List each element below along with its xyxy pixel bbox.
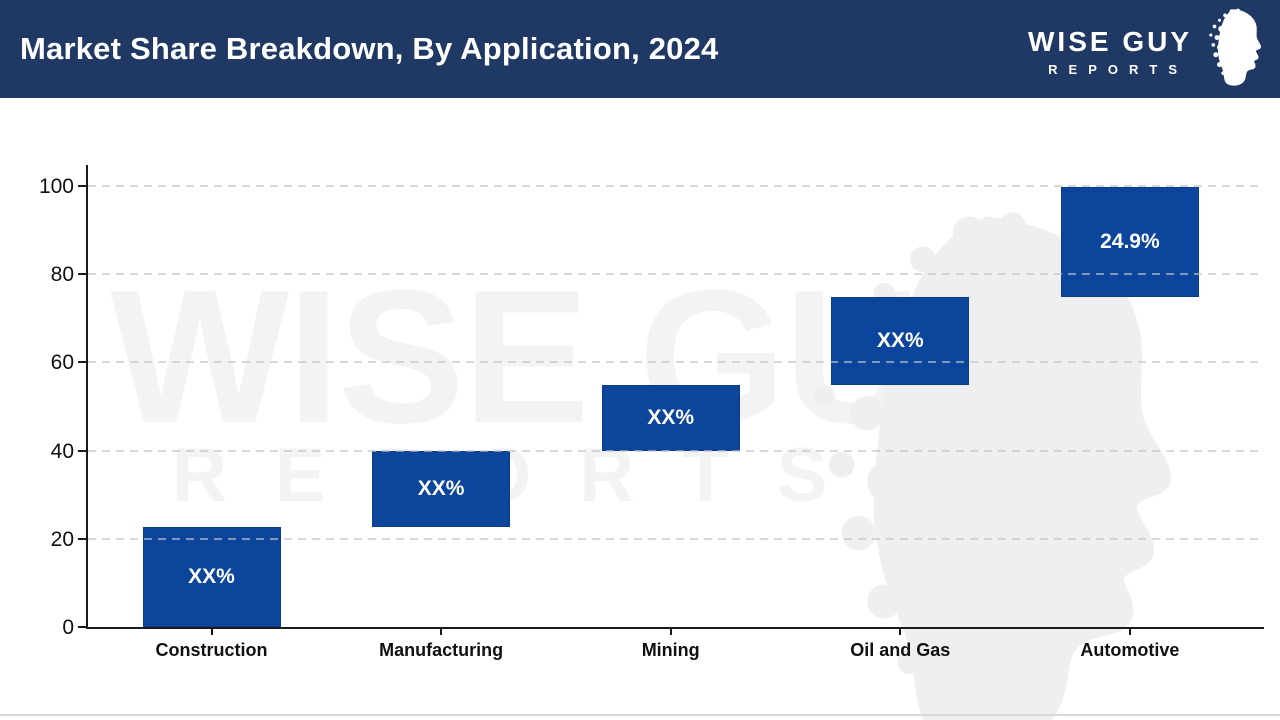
category-label-mining: Mining bbox=[641, 640, 700, 660]
category-label-manufacturing: Manufacturing bbox=[379, 640, 504, 660]
y-tick-label: 20 bbox=[50, 527, 74, 551]
gridline-y100 bbox=[88, 185, 1262, 187]
y-tick-label: 80 bbox=[50, 263, 74, 287]
logo-wiseguy-text: WISE GUY bbox=[1027, 26, 1192, 57]
bar-value-label: XX% bbox=[188, 564, 235, 588]
y-tick-label: 40 bbox=[50, 439, 74, 463]
gridline-y40 bbox=[88, 449, 1262, 452]
category-label-automotive: Automotive bbox=[1080, 640, 1180, 660]
wise-guy-logo: WISE GUY REPORTS bbox=[1020, 0, 1270, 98]
bar-value-label: XX% bbox=[417, 476, 465, 500]
y-tick-label: 100 bbox=[38, 175, 74, 198]
y-tick-label: 60 bbox=[50, 351, 74, 375]
x-tick-mark bbox=[669, 629, 672, 635]
bar-value-label: XX% bbox=[647, 405, 695, 429]
x-axis-line bbox=[86, 627, 1264, 629]
bar-mining: XX% bbox=[601, 384, 740, 451]
y-tick-mark bbox=[78, 273, 86, 276]
x-tick-mark bbox=[210, 629, 213, 635]
bar-value-label: 24.9% bbox=[1100, 229, 1160, 253]
header-band: Market Share Breakdown, By Application, … bbox=[0, 0, 1280, 98]
category-label-construction: Construction bbox=[155, 640, 268, 660]
x-tick-mark bbox=[899, 629, 902, 635]
gridline-y20 bbox=[88, 537, 1262, 540]
logo-face-dots-icon bbox=[1209, 8, 1261, 86]
x-tick-mark bbox=[440, 629, 443, 635]
bar-construction: XX% bbox=[142, 526, 281, 627]
y-tick-mark bbox=[78, 449, 86, 452]
x-tick-mark bbox=[1128, 629, 1131, 635]
bottom-divider bbox=[0, 714, 1280, 716]
bar-manufacturing: XX% bbox=[372, 450, 511, 527]
category-label-oil-and-gas: Oil and Gas bbox=[850, 640, 951, 660]
gridline-y60 bbox=[88, 361, 1262, 364]
y-tick-mark bbox=[78, 185, 86, 187]
page-title: Market Share Breakdown, By Application, … bbox=[20, 31, 719, 66]
logo-reports-text: REPORTS bbox=[1048, 62, 1188, 77]
y-tick-mark bbox=[78, 361, 86, 364]
y-axis-line bbox=[86, 165, 88, 627]
gridline-y80 bbox=[88, 273, 1262, 276]
y-tick-label: 0 bbox=[62, 616, 74, 639]
bar-oil-and-gas: XX% bbox=[831, 296, 970, 385]
bar-value-label: XX% bbox=[876, 328, 924, 352]
y-tick-mark bbox=[78, 537, 86, 540]
bar-automotive: 24.9% bbox=[1060, 186, 1199, 297]
y-tick-mark bbox=[78, 626, 86, 628]
